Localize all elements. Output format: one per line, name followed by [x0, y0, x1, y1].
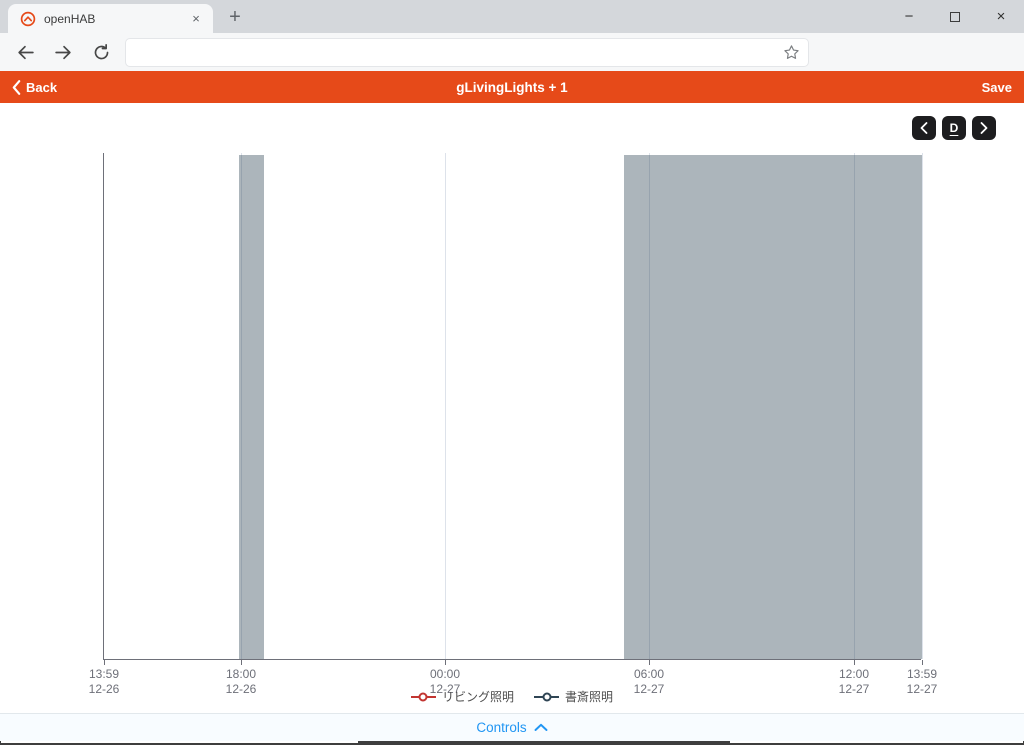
tab-strip: openHAB × + − ×	[0, 0, 1024, 33]
back-arrow-icon	[17, 45, 34, 59]
period-selector-button[interactable]: D	[942, 116, 966, 140]
x-axis-label: 13:59 12-26	[88, 667, 120, 696]
tab-close-icon[interactable]: ×	[192, 11, 200, 26]
address-input[interactable]	[138, 44, 783, 61]
state-bar	[624, 155, 922, 659]
tab-title: openHAB	[44, 11, 96, 26]
page-title: gLivingLights + 1	[456, 79, 568, 95]
period-label: D	[949, 121, 959, 135]
new-tab-button[interactable]: +	[229, 5, 241, 28]
x-axis-tick	[922, 660, 923, 665]
openhab-favicon-icon	[20, 11, 36, 26]
grid-line	[854, 153, 855, 659]
address-bar[interactable]	[125, 38, 809, 67]
x-axis-tick	[445, 660, 446, 665]
app-header: Back gLivingLights + 1 Save	[0, 71, 1024, 103]
state-bar	[239, 155, 264, 659]
x-axis-tick	[241, 660, 242, 665]
legend-item[interactable]: 書斎照明	[534, 688, 613, 705]
controls-label: Controls	[476, 720, 527, 735]
x-axis-tick	[649, 660, 650, 665]
chart-legend: リビング照明 書斎照明	[0, 688, 1024, 705]
back-label: Back	[26, 79, 58, 95]
grid-line	[241, 153, 242, 659]
chart-page	[0, 103, 1024, 713]
grid-line	[445, 153, 446, 659]
chart-period-nav: D	[912, 116, 996, 140]
legend-item[interactable]: リビング照明	[410, 688, 514, 705]
browser-tab-openhab[interactable]: openHAB ×	[8, 4, 213, 33]
previous-period-button[interactable]	[912, 116, 936, 140]
forward-nav-button[interactable]	[51, 40, 75, 64]
x-axis-label: 18:00 12-26	[225, 667, 257, 696]
chevron-up-icon	[534, 723, 548, 731]
bottom-edge-strip	[358, 741, 730, 745]
save-button[interactable]: Save	[981, 79, 1012, 95]
minimize-button[interactable]: −	[904, 8, 914, 25]
grid-line	[649, 153, 650, 659]
forward-arrow-icon	[54, 45, 71, 59]
back-nav-button[interactable]	[13, 40, 37, 64]
chevron-right-icon	[980, 122, 988, 134]
grid-line	[922, 153, 923, 659]
legend-circle-icon	[542, 692, 551, 701]
legend-label: リビング照明	[441, 690, 514, 704]
refresh-button[interactable]	[89, 40, 113, 64]
chevron-left-icon	[12, 79, 21, 95]
window-controls: − ×	[886, 0, 1024, 33]
x-axis-label: 00:00 12-27	[429, 667, 461, 696]
favorite-star-icon[interactable]	[783, 44, 800, 61]
x-axis-tick	[104, 660, 105, 665]
legend-circle-icon	[418, 692, 428, 701]
x-axis-tick	[854, 660, 855, 665]
controls-toggle[interactable]: Controls	[476, 720, 548, 735]
back-button[interactable]: Back	[12, 80, 57, 95]
close-window-button[interactable]: ×	[996, 8, 1006, 25]
refresh-icon	[94, 43, 108, 59]
next-period-button[interactable]	[972, 116, 996, 140]
x-axis-label: 12:00 12-27	[838, 667, 870, 696]
legend-marker-icon	[410, 692, 436, 701]
x-axis-label: 06:00 12-27	[633, 667, 665, 696]
legend-marker-icon	[534, 692, 559, 701]
chart-plot-area: 13:59 12-26 18:00 12-26 00:00 12-27 06:00 12-27…	[89, 153, 937, 696]
maximize-button[interactable]	[932, 0, 978, 33]
maximize-icon	[950, 11, 960, 22]
chevron-left-icon	[920, 122, 928, 134]
x-axis-label: 13:59 12-27	[906, 667, 938, 696]
footer-bar: Controls	[0, 713, 1024, 741]
legend-label: 書斎照明	[565, 690, 614, 704]
